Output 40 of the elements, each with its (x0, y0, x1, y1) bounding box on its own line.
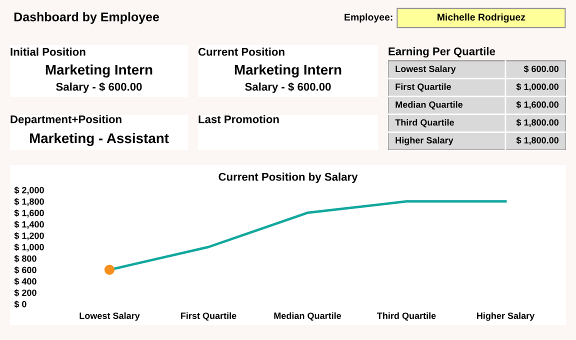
x-tick-label: Third Quartile (377, 312, 436, 321)
y-tick-label: $ 1,000 (14, 244, 44, 252)
text: $ 1,800.00 (516, 136, 559, 145)
y-tick-label: $ 1,800 (14, 198, 44, 206)
text: Salary - $ 600.00 (245, 82, 331, 93)
category-label: Median Quartile (396, 101, 463, 110)
x-tick-label: Median Quartile (274, 312, 342, 321)
text: Initial Position (10, 48, 86, 56)
text: Salary - $ 600.00 (56, 82, 142, 93)
y-tick-label: $ 800 (14, 254, 36, 262)
category-label: First Quartile (396, 83, 451, 92)
y-tick-label: $ 1,600 (14, 209, 44, 218)
text: $ 600.00 (524, 65, 559, 73)
y-tick-label: $ 600 (14, 266, 36, 274)
y-tick-label: $ 0 (14, 300, 26, 308)
text: Employee: (344, 13, 392, 23)
text: Current Position (198, 48, 284, 56)
text: $ 1,600.00 (516, 101, 559, 110)
x-tick-label: Higher Salary (477, 312, 535, 321)
text: Michelle Rodriguez (438, 13, 526, 23)
text: $ 1,800.00 (516, 118, 559, 127)
text: Department+Position (10, 115, 122, 126)
category-label: Lowest Salary (396, 65, 456, 74)
category-label: Third Quartile (395, 119, 454, 128)
y-tick-label: $ 1,400 (14, 220, 44, 229)
x-tick-label: Lowest Salary (80, 312, 140, 321)
x-tick-label: First Quartile (181, 312, 236, 321)
y-tick-label: $ 200 (14, 289, 36, 297)
text: Marketing - Assistant (30, 132, 169, 146)
y-tick-label: $ 2,000 (14, 186, 44, 195)
text: Marketing Intern (46, 64, 152, 78)
category-label: Higher Salary (396, 136, 454, 146)
y-tick-label: $ 1,200 (14, 232, 44, 240)
text: Dashboard by Employee (14, 12, 160, 24)
y-tick-label: $ 400 (14, 278, 36, 286)
text: Last Promotion (198, 115, 279, 124)
text: Earning Per Quartile (388, 47, 496, 58)
text: $ 1,000.00 (516, 83, 559, 92)
text: Marketing Intern (234, 64, 342, 78)
chart-title: Current Position by Salary (218, 172, 358, 183)
